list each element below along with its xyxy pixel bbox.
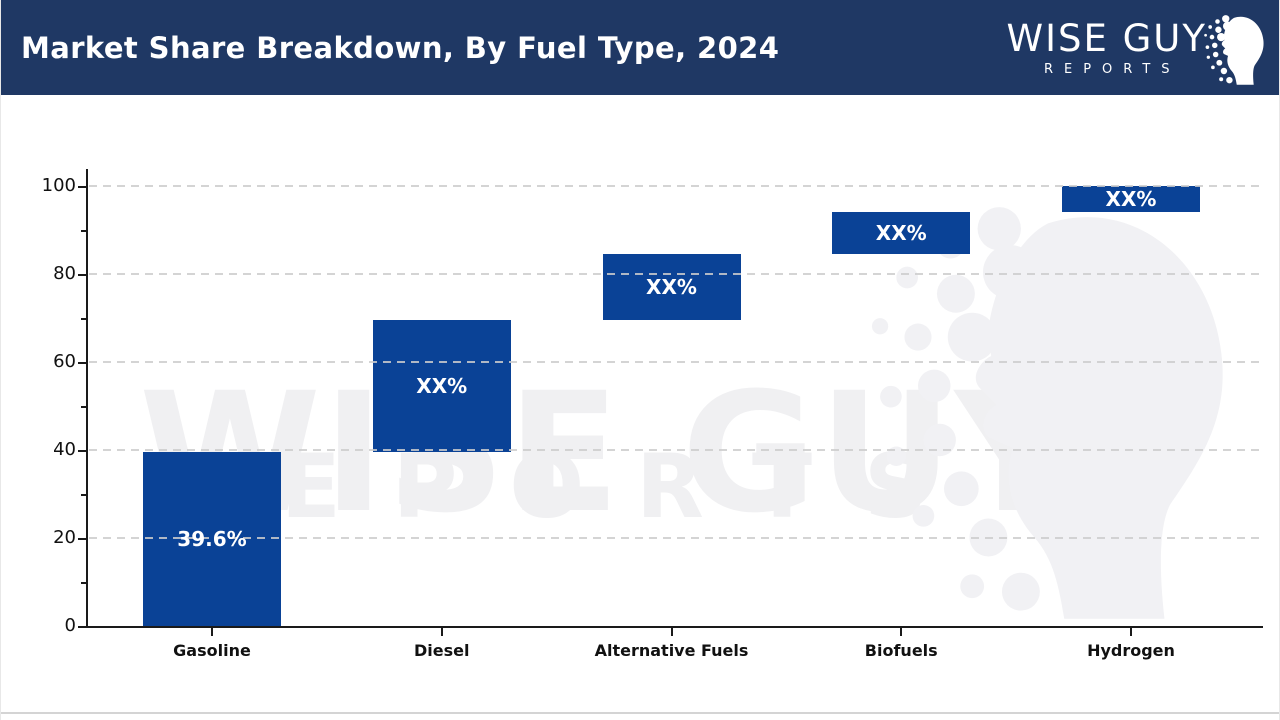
gridline-20 <box>89 537 1263 539</box>
bar-value-label-4: XX% <box>875 220 927 245</box>
y-tick-minor-90 <box>81 230 86 232</box>
y-tick-label-100: 100 <box>41 175 76 196</box>
y-tick-major-20 <box>78 538 86 540</box>
y-tick-label-60: 60 <box>53 351 76 372</box>
x-tick-2 <box>440 628 443 636</box>
bar-biofuels <box>832 211 971 254</box>
footer-divider <box>1 712 1279 714</box>
chart-area: WISE GUY REPORTS 0 20 40 60 80 100 Gasoline 39.… <box>1 95 1279 720</box>
x-axis <box>86 626 1263 628</box>
category-label-5: Hydrogen <box>1087 641 1175 660</box>
y-tick-minor-70 <box>81 318 86 320</box>
wise-guy-logo: WISE GUY REPORTS <box>1007 12 1267 86</box>
bar-diesel <box>372 319 511 452</box>
bar-value-label-1: 39.6% <box>177 526 247 551</box>
y-axis <box>86 169 88 628</box>
y-tick-label-80: 80 <box>53 263 76 284</box>
y-tick-major-60 <box>78 362 86 364</box>
bar-hydrogen <box>1062 186 1200 212</box>
logo-head-icon <box>1204 14 1264 85</box>
y-tick-major-80 <box>78 274 86 276</box>
gridline-60 <box>89 361 1263 363</box>
category-label-1: Gasoline <box>173 641 251 660</box>
y-tick-minor-50 <box>81 406 86 408</box>
y-tick-label-0: 0 <box>64 615 76 636</box>
header: Market Share Breakdown, By Fuel Type, 20… <box>1 0 1279 95</box>
watermark-subtitle: REPORTS <box>161 435 980 538</box>
bar-alternative-fuels <box>602 253 741 320</box>
logo-subtitle: REPORTS <box>1043 62 1181 77</box>
gridline-80 <box>89 273 1263 275</box>
y-tick-major-0 <box>78 626 86 628</box>
plot: 0 20 40 60 80 100 Gasoline 39.6% Diesel XX% Altern… <box>1 95 1279 720</box>
gridline-40 <box>89 449 1263 451</box>
logo-wordmark: WISE GUY <box>1006 17 1207 60</box>
category-label-2: Diesel <box>414 641 470 660</box>
x-tick-4 <box>900 628 903 636</box>
gridline-100 <box>89 185 1263 187</box>
bar-value-label-5: XX% <box>1105 186 1157 211</box>
y-tick-minor-10 <box>81 582 86 584</box>
watermark-head-icon <box>871 207 1223 619</box>
y-tick-major-40 <box>78 450 86 452</box>
bar-value-label-2: XX% <box>416 373 468 398</box>
x-tick-1 <box>211 628 213 636</box>
y-tick-label-40: 40 <box>53 439 76 460</box>
x-tick-5 <box>1130 628 1132 636</box>
page-title: Market Share Breakdown, By Fuel Type, 20… <box>21 30 780 65</box>
category-label-4: Biofuels <box>864 641 938 660</box>
y-tick-major-100 <box>78 186 86 188</box>
x-tick-3 <box>670 628 673 636</box>
logo-text: WISE GUY REPORTS <box>1007 20 1207 77</box>
y-tick-label-20: 20 <box>53 527 76 548</box>
bar-value-label-3: XX% <box>646 274 697 299</box>
category-label-3: Alternative Fuels <box>594 641 749 660</box>
y-tick-minor-30 <box>81 494 86 496</box>
